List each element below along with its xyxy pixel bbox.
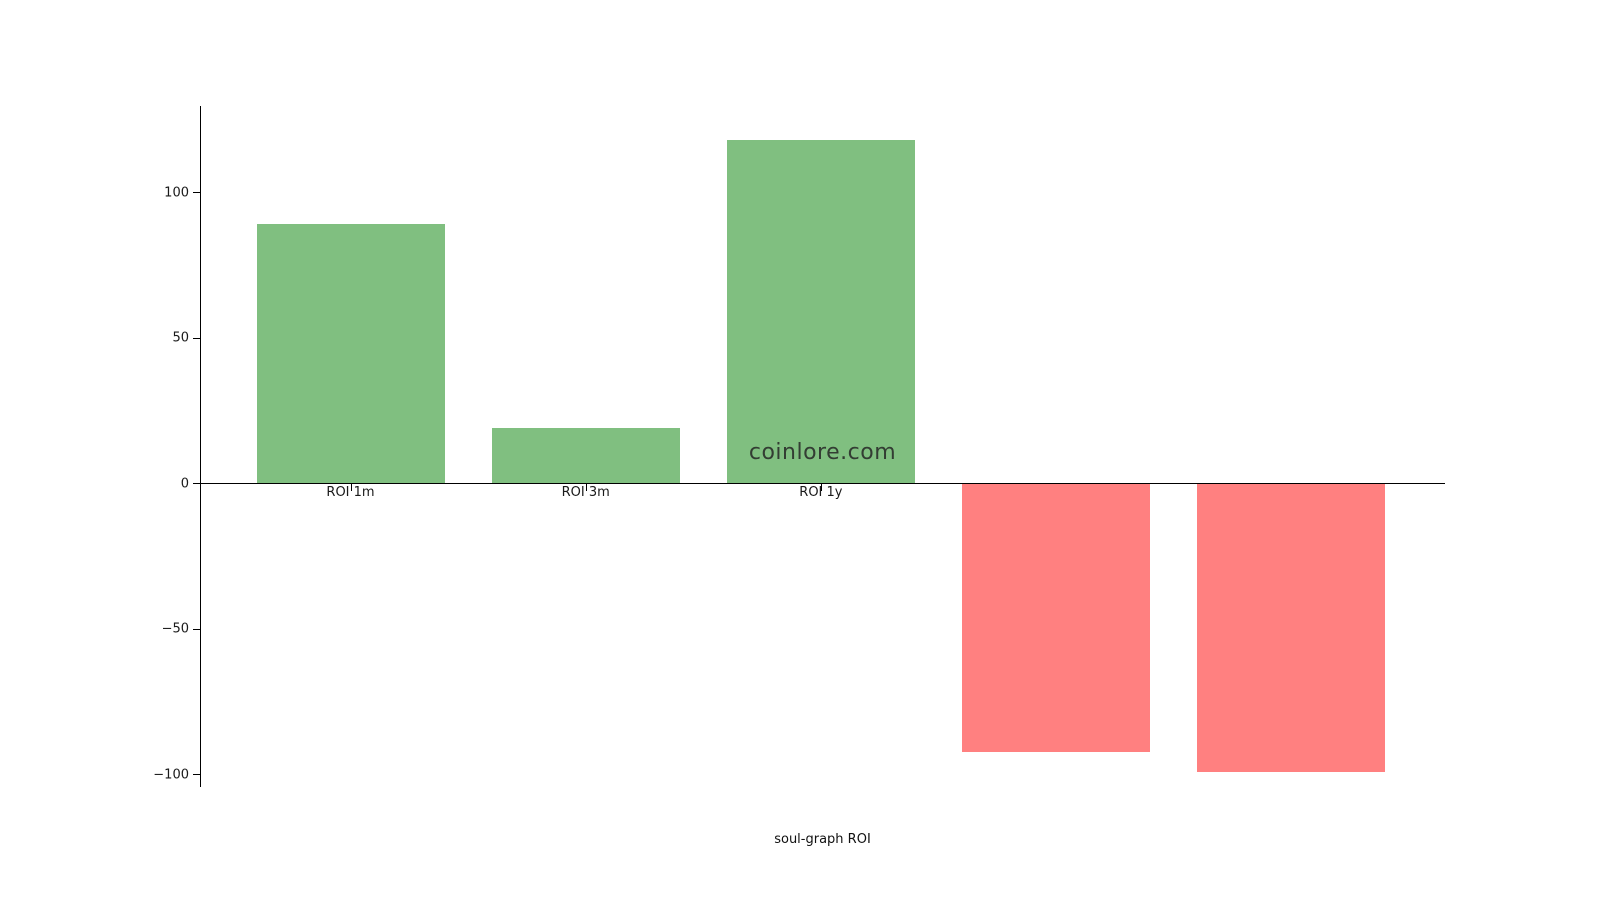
y-tick-mark xyxy=(193,192,200,193)
bar-roi-1m xyxy=(256,224,445,483)
y-tick-mark xyxy=(193,774,200,775)
bar-roi-3m xyxy=(491,427,680,483)
x-axis-line xyxy=(200,483,1445,484)
x-tick-label: ROI 1m xyxy=(326,485,375,500)
bar-roi-1y xyxy=(726,139,915,483)
bar-negative-4 xyxy=(1197,484,1386,773)
watermark-text: coinlore.com xyxy=(748,440,897,465)
y-axis-line xyxy=(200,106,201,787)
x-tick-mark xyxy=(820,483,822,491)
y-tick-label: 50 xyxy=(172,330,189,346)
y-tick-mark xyxy=(193,628,200,630)
x-tick-label: ROI 1y xyxy=(799,485,843,500)
y-tick-mark xyxy=(193,337,200,339)
y-tick-mark xyxy=(193,483,200,484)
x-tick-mark xyxy=(350,483,352,491)
y-tick-label: −50 xyxy=(161,621,189,637)
bar-negative-3 xyxy=(962,484,1151,752)
x-tick-mark xyxy=(585,483,587,491)
x-tick-label: ROI 3m xyxy=(561,485,610,500)
y-tick-label: −100 xyxy=(153,767,189,782)
y-tick-label: 100 xyxy=(164,185,189,200)
chart-xlabel: soul-graph ROI xyxy=(774,832,871,847)
y-tick-label: 0 xyxy=(180,476,189,491)
